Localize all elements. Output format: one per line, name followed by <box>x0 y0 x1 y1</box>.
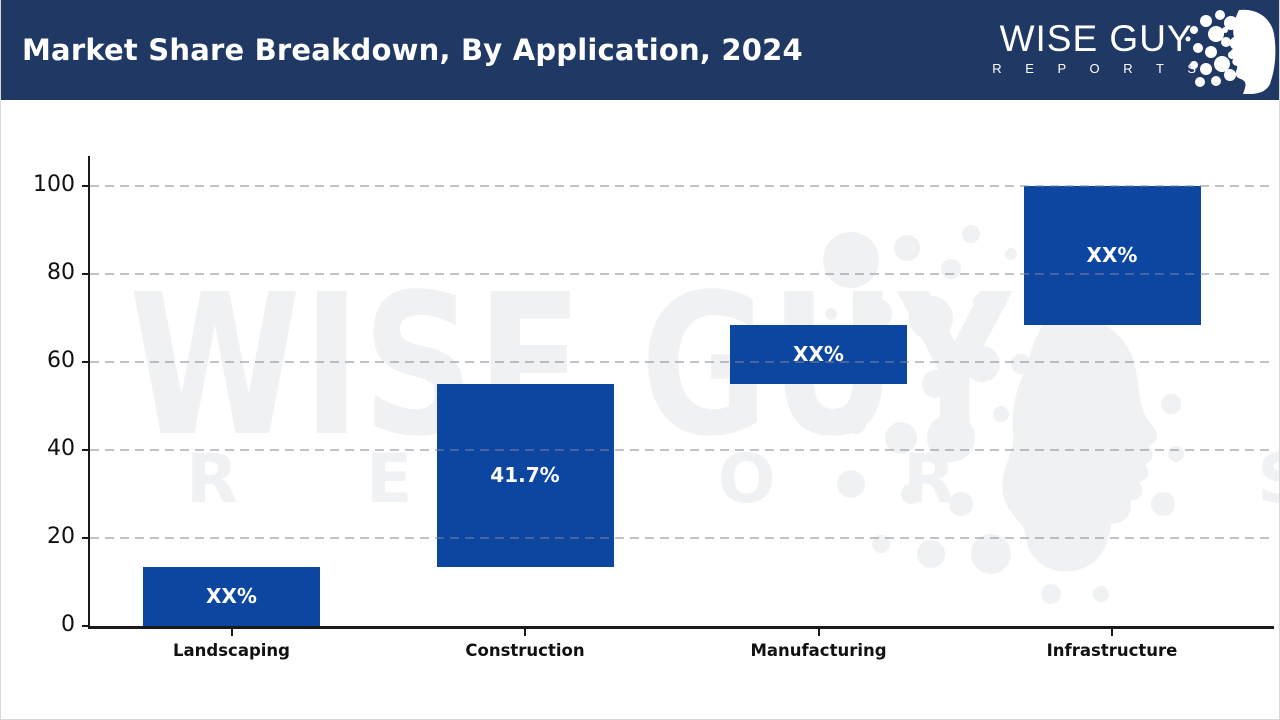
y-tick-label-80: 80 <box>47 260 75 285</box>
x-category-label-manufacturing: Manufacturing <box>750 641 887 660</box>
y-tick-label-40: 40 <box>47 436 75 461</box>
x-tick-infrastructure <box>1111 629 1113 636</box>
brand-name: WISE GUY <box>999 18 1193 59</box>
y-tick-20 <box>82 537 89 539</box>
x-tick-construction <box>524 629 526 636</box>
y-tick-80 <box>82 273 89 275</box>
y-tick-100 <box>82 185 89 187</box>
x-axis-line <box>88 626 1274 629</box>
bar-manufacturing <box>730 325 907 384</box>
bar-landscaping <box>143 567 320 626</box>
bar-label-construction: 41.7% <box>490 463 560 487</box>
bar-label-landscaping: XX% <box>206 584 257 609</box>
x-category-label-landscaping: Landscaping <box>173 641 290 660</box>
gridline-80 <box>90 273 1274 275</box>
bar-infrastructure <box>1023 186 1201 326</box>
y-tick-label-60: 60 <box>47 348 75 373</box>
x-category-label-infrastructure: Infrastructure <box>1046 641 1178 660</box>
y-tick-60 <box>82 361 89 363</box>
gridline-20 <box>90 537 1274 539</box>
gridline-60 <box>90 361 1274 363</box>
header: Market Share Breakdown, By Application, … <box>1 0 1279 100</box>
gridline-100 <box>90 185 1274 187</box>
y-tick-label-0: 0 <box>61 612 75 637</box>
y-tick-label-20: 20 <box>47 524 75 549</box>
x-tick-manufacturing <box>817 629 820 636</box>
x-category-label-construction: Construction <box>465 641 585 660</box>
brand-face-icon <box>1185 9 1276 94</box>
bar-label-manufacturing: XX% <box>793 342 844 367</box>
watermark-subtitle: R E P O R T S <box>186 440 1280 519</box>
x-tick-landscaping <box>230 629 233 636</box>
brand-subtitle: R E P O R T S <box>992 61 1206 76</box>
y-tick-label-100: 100 <box>33 172 75 197</box>
brand-wordmark: WISE GUY R E P O R T S <box>986 18 1206 77</box>
y-tick-0 <box>82 625 89 627</box>
bar-construction <box>436 384 614 568</box>
bar-label-infrastructure: XX% <box>1086 243 1138 267</box>
gridline-40 <box>90 449 1274 451</box>
page-title: Market Share Breakdown, By Application, … <box>22 33 803 67</box>
y-axis-line <box>88 156 90 629</box>
y-tick-40 <box>82 449 89 451</box>
